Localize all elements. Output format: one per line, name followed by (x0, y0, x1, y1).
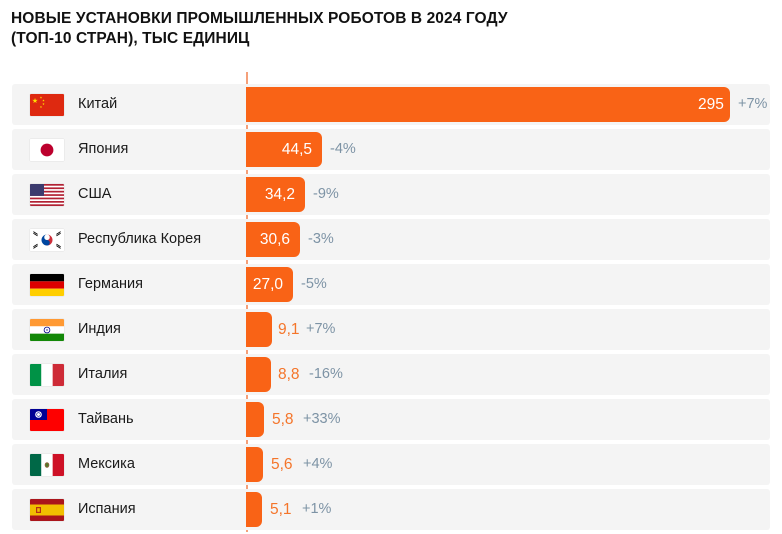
change-percent-label: +1% (302, 501, 332, 517)
bar-row-background (12, 129, 770, 170)
country-label: Япония (78, 141, 129, 157)
flag-usa-icon (30, 184, 64, 206)
country-label: Италия (78, 366, 128, 382)
flag-china-icon: ★ ★ ★ ★ ★ (30, 94, 64, 116)
bar-value-label: 295 (698, 96, 724, 113)
value-bar (246, 222, 300, 257)
bar-row: Тайвань 5,8 +33% (0, 399, 782, 440)
bar-row-background (12, 219, 770, 260)
bar-value-label: 44,5 (281, 141, 312, 158)
chart-title-line-2: (ТОП-10 СТРАН), ТЫС ЕДИНИЦ (11, 30, 250, 47)
bar-row: Германия 27,0 -5% (0, 264, 782, 305)
bar-value-label: 30,6 (259, 231, 290, 248)
bar-row: США 34,2 -9% (0, 174, 782, 215)
value-bar (246, 492, 262, 527)
flag-japan-icon (30, 139, 64, 161)
bar-row: Япония 44,5 -4% (0, 129, 782, 170)
bar-row: Республика Корея 30,6 -3% (0, 219, 782, 260)
value-bar (246, 357, 271, 392)
bar-rows-container: ★ ★ ★ ★ ★ Китай 295 +7% Япония 44,5 -4% США 34,2 -9% Р… (0, 84, 782, 534)
bar-value-label: 9,1 (278, 321, 300, 338)
flag-taiwan-icon (30, 409, 64, 431)
bar-row-background (12, 354, 770, 395)
change-percent-label: +4% (303, 456, 333, 472)
bar-value-label: 5,8 (272, 411, 294, 428)
country-label: Республика Корея (78, 231, 202, 247)
country-label: Тайвань (78, 411, 134, 427)
chart-title: НОВЫЕ УСТАНОВКИ ПРОМЫШЛЕННЫХ РОБОТОВ В 2… (11, 9, 751, 49)
change-percent-label: +33% (303, 411, 341, 427)
bar-row-background (12, 264, 770, 305)
value-bar (246, 87, 730, 122)
value-bar (246, 267, 293, 302)
bar-row: Мексика 5,6 +4% (0, 444, 782, 485)
flag-italy-icon (30, 364, 64, 386)
bar-value-label: 34,2 (264, 186, 295, 203)
flag-spain-icon (30, 499, 64, 521)
change-percent-label: -16% (309, 366, 343, 382)
value-bar (246, 312, 272, 347)
change-percent-label: -5% (301, 276, 327, 292)
chart-title-line-1: НОВЫЕ УСТАНОВКИ ПРОМЫШЛЕННЫХ РОБОТОВ В 2… (11, 10, 508, 27)
change-percent-label: -3% (308, 231, 334, 247)
bar-value-label: 8,8 (278, 366, 300, 383)
bar-row-background (12, 174, 770, 215)
bar-row-background (12, 489, 770, 530)
bar-row: ★ ★ ★ ★ ★ Китай 295 +7% (0, 84, 782, 125)
country-label: Индия (78, 321, 121, 337)
value-bar (246, 447, 263, 482)
svg-text:★: ★ (42, 102, 45, 106)
bar-value-label: 5,6 (271, 456, 293, 473)
svg-text:★: ★ (40, 96, 43, 100)
bar-row: Италия 8,8 -16% (0, 354, 782, 395)
flag-mexico-icon (30, 454, 64, 476)
value-bar (246, 177, 305, 212)
value-bar (246, 402, 264, 437)
country-label: Испания (78, 501, 136, 517)
flag-germany-icon (30, 274, 64, 296)
chart-plot-area: ★ ★ ★ ★ ★ Китай 295 +7% Япония 44,5 -4% США 34,2 -9% Р… (0, 62, 782, 534)
country-label: США (78, 186, 112, 202)
svg-text:★: ★ (32, 97, 38, 105)
country-label: Германия (78, 276, 144, 292)
bar-row-background (12, 309, 770, 350)
bar-value-label: 27,0 (252, 276, 283, 293)
country-label: Китай (78, 96, 118, 112)
bar-value-label: 5,1 (270, 501, 292, 518)
svg-text:★: ★ (42, 99, 45, 103)
change-percent-label: -4% (330, 141, 356, 157)
bar-row-background (12, 399, 770, 440)
flag-south-korea-icon (30, 229, 64, 251)
bar-row: Испания 5,1 +1% (0, 489, 782, 530)
flag-india-icon (30, 319, 64, 341)
change-percent-label: +7% (306, 321, 336, 337)
bar-row: Индия 9,1 +7% (0, 309, 782, 350)
change-percent-label: +7% (738, 96, 768, 112)
bar-row-background (12, 444, 770, 485)
value-bar (246, 132, 322, 167)
svg-text:★: ★ (40, 105, 43, 109)
change-percent-label: -9% (313, 186, 339, 202)
country-label: Мексика (78, 456, 135, 472)
